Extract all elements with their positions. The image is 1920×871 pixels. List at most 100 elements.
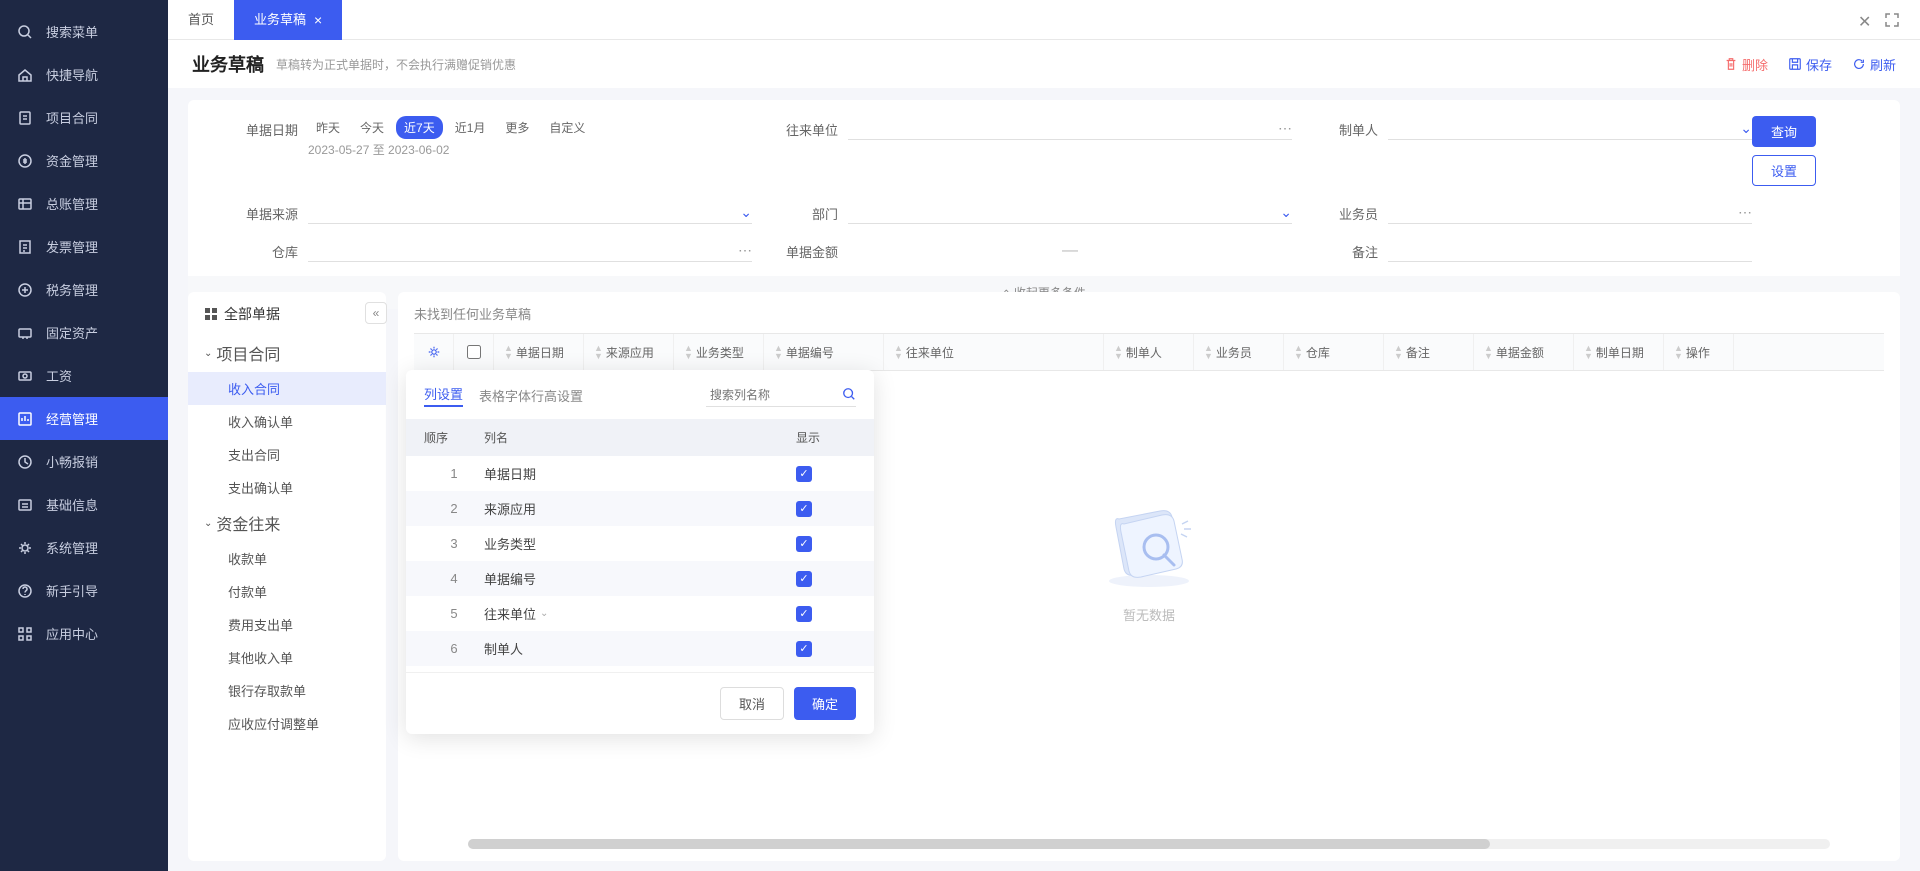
- sidebar-item-7[interactable]: 固定资产: [0, 311, 168, 354]
- tree-item[interactable]: 其他收入单: [188, 641, 386, 674]
- sidebar-label: 发票管理: [46, 237, 98, 256]
- visibility-checkbox[interactable]: ✓: [796, 536, 812, 552]
- query-button[interactable]: 查询: [1752, 116, 1816, 147]
- select-all-checkbox[interactable]: [454, 334, 494, 370]
- sidebar-item-0[interactable]: 搜索菜单: [0, 10, 168, 53]
- table-column-header[interactable]: ▲▼往来单位: [884, 334, 1104, 370]
- tree-item[interactable]: 应收应付调整单: [188, 707, 386, 740]
- visibility-checkbox[interactable]: ✓: [796, 466, 812, 482]
- tree-item[interactable]: 付款单: [188, 575, 386, 608]
- column-setting-row[interactable]: 6 制单人 ✓: [406, 631, 874, 666]
- column-settings-button[interactable]: [414, 334, 454, 370]
- table-column-header[interactable]: ▲▼制单人: [1104, 334, 1194, 370]
- column-search-input[interactable]: [706, 384, 856, 407]
- column-settings-popover: 列设置 表格字体行高设置 顺序 列名 显示 1 单据日期 ✓2 来源应用 ✓3 …: [406, 370, 874, 734]
- tree-item[interactable]: 收入确认单: [188, 405, 386, 438]
- table-column-header[interactable]: ▲▼单据编号: [764, 334, 884, 370]
- sidebar-item-1[interactable]: 快捷导航: [0, 53, 168, 96]
- date-quick-option[interactable]: 更多: [497, 116, 537, 139]
- fullscreen-icon[interactable]: [1884, 12, 1900, 28]
- close-icon[interactable]: ×: [314, 0, 322, 40]
- sidebar-item-9[interactable]: 经营管理: [0, 397, 168, 440]
- remark-input[interactable]: [1388, 238, 1752, 262]
- column-label: 业务类型: [696, 344, 744, 361]
- tree-item[interactable]: 银行存取款单: [188, 674, 386, 707]
- column-setting-row[interactable]: 1 单据日期 ✓: [406, 456, 874, 491]
- dept-input[interactable]: [848, 200, 1292, 224]
- partner-input[interactable]: [848, 116, 1292, 140]
- more-icon[interactable]: ⋯: [738, 242, 752, 259]
- sidebar-item-4[interactable]: 总账管理: [0, 182, 168, 225]
- save-button[interactable]: 保存: [1788, 55, 1832, 74]
- search-icon[interactable]: [842, 387, 856, 401]
- cancel-button[interactable]: 取消: [720, 687, 784, 720]
- chevron-down-icon[interactable]: ⌄: [740, 204, 752, 221]
- sidebar-item-5[interactable]: 发票管理: [0, 225, 168, 268]
- table-column-header[interactable]: ▲▼业务类型: [674, 334, 764, 370]
- date-quick-option[interactable]: 近7天: [396, 116, 443, 139]
- date-quick-option[interactable]: 昨天: [308, 116, 348, 139]
- tree-item[interactable]: 支出合同: [188, 438, 386, 471]
- table-column-header[interactable]: ▲▼仓库: [1284, 334, 1384, 370]
- table-column-header[interactable]: ▲▼备注: [1384, 334, 1474, 370]
- tab-font-settings[interactable]: 表格字体行高设置: [479, 386, 583, 405]
- tree-group[interactable]: ⌄资金往来: [188, 504, 386, 542]
- tab-0[interactable]: 首页: [168, 0, 234, 40]
- sidebar-item-6[interactable]: 税务管理: [0, 268, 168, 311]
- table-column-header[interactable]: ▲▼业务员: [1194, 334, 1284, 370]
- staff-input[interactable]: [1388, 200, 1752, 224]
- visibility-checkbox[interactable]: ✓: [796, 571, 812, 587]
- sidebar-item-12[interactable]: 系统管理: [0, 526, 168, 569]
- column-setting-row[interactable]: 2 来源应用 ✓: [406, 491, 874, 526]
- sidebar-label: 资金管理: [46, 151, 98, 170]
- delete-button[interactable]: 删除: [1724, 55, 1768, 74]
- table-column-header[interactable]: ▲▼操作: [1664, 334, 1734, 370]
- column-setting-row[interactable]: 4 单据编号 ✓: [406, 561, 874, 596]
- creator-input[interactable]: [1388, 116, 1752, 140]
- date-quick-picker[interactable]: 昨天今天近7天近1月更多自定义: [308, 116, 752, 139]
- tree-item[interactable]: 费用支出单: [188, 608, 386, 641]
- visibility-checkbox[interactable]: ✓: [796, 641, 812, 657]
- warehouse-input[interactable]: [308, 238, 752, 262]
- settings-button[interactable]: 设置: [1752, 155, 1816, 186]
- sidebar-item-10[interactable]: 小畅报销: [0, 440, 168, 483]
- home-icon: [16, 66, 34, 84]
- tree-item[interactable]: 支出确认单: [188, 471, 386, 504]
- sidebar-item-2[interactable]: 项目合同: [0, 96, 168, 139]
- tree-item[interactable]: 收款单: [188, 542, 386, 575]
- date-quick-option[interactable]: 近1月: [447, 116, 494, 139]
- tab-1[interactable]: 业务草稿×: [234, 0, 342, 40]
- more-icon[interactable]: ⋯: [1278, 120, 1292, 137]
- horizontal-scrollbar[interactable]: [468, 839, 1830, 849]
- close-icon[interactable]: ✕: [1858, 12, 1874, 28]
- visibility-checkbox[interactable]: ✓: [796, 606, 812, 622]
- sidebar-item-14[interactable]: 应用中心: [0, 612, 168, 655]
- tab-column-settings[interactable]: 列设置: [424, 384, 463, 407]
- sidebar-item-13[interactable]: 新手引导: [0, 569, 168, 612]
- sidebar-item-8[interactable]: 工资: [0, 354, 168, 397]
- date-quick-option[interactable]: 今天: [352, 116, 392, 139]
- source-input[interactable]: [308, 200, 752, 224]
- column-setting-row[interactable]: 5 往来单位⌄ ✓: [406, 596, 874, 631]
- sort-icon: ▲▼: [1294, 344, 1303, 360]
- table-column-header[interactable]: ▲▼单据金额: [1474, 334, 1574, 370]
- refresh-button[interactable]: 刷新: [1852, 55, 1896, 74]
- column-setting-row[interactable]: 3 业务类型 ✓: [406, 526, 874, 561]
- chevron-down-icon[interactable]: ⌄: [1740, 120, 1752, 137]
- chevron-down-icon[interactable]: ⌄: [540, 608, 548, 619]
- tree-item[interactable]: 收入合同: [188, 372, 386, 405]
- panel-collapse-button[interactable]: «: [365, 302, 387, 324]
- col-name: 单据日期: [484, 464, 796, 483]
- visibility-checkbox[interactable]: ✓: [796, 501, 812, 517]
- tree-group[interactable]: ⌄项目合同: [188, 334, 386, 372]
- empty-text: 暂无数据: [1123, 605, 1175, 624]
- sidebar-item-11[interactable]: 基础信息: [0, 483, 168, 526]
- more-icon[interactable]: ⋯: [1738, 204, 1752, 221]
- date-quick-option[interactable]: 自定义: [541, 116, 593, 139]
- table-column-header[interactable]: ▲▼制单日期: [1574, 334, 1664, 370]
- table-column-header[interactable]: ▲▼来源应用: [584, 334, 674, 370]
- ok-button[interactable]: 确定: [794, 687, 856, 720]
- chevron-down-icon[interactable]: ⌄: [1280, 204, 1292, 221]
- table-column-header[interactable]: ▲▼单据日期: [494, 334, 584, 370]
- sidebar-item-3[interactable]: 资金管理: [0, 139, 168, 182]
